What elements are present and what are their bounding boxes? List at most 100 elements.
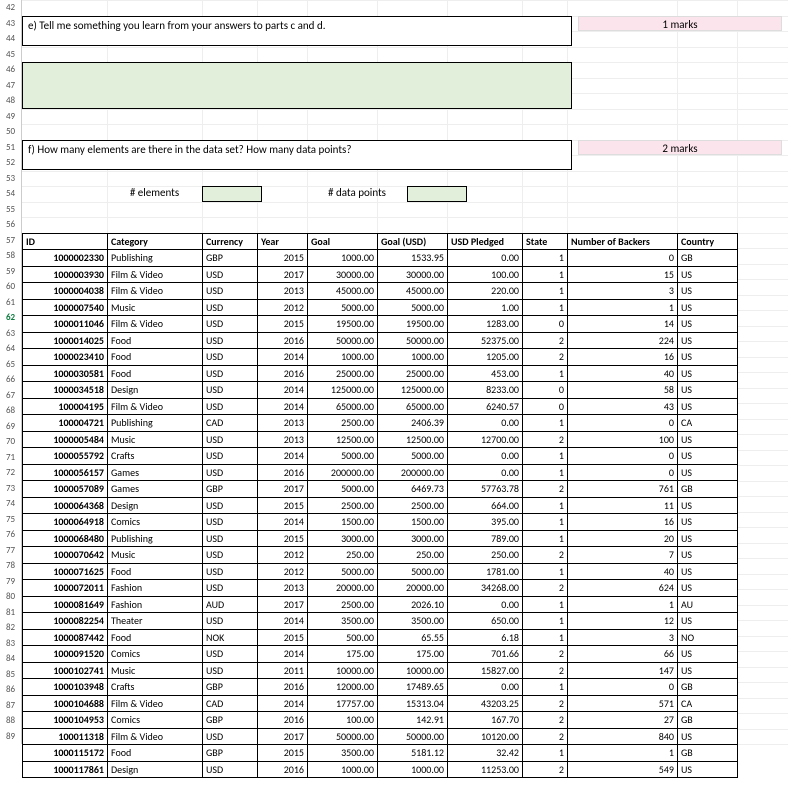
table-cell[interactable]: 1000007540 xyxy=(23,299,108,316)
table-cell[interactable]: 2017 xyxy=(258,596,308,613)
table-cell[interactable]: Fashion xyxy=(108,580,203,597)
table-cell[interactable]: 2014 xyxy=(258,514,308,531)
table-cell[interactable]: US xyxy=(678,580,738,597)
table-cell[interactable]: 17757.00 xyxy=(308,695,378,712)
table-cell[interactable]: 1 xyxy=(523,299,568,316)
table-cell[interactable]: 1000081649 xyxy=(23,596,108,613)
table-cell[interactable]: 0.00 xyxy=(448,464,523,481)
table-row[interactable]: 1000082254TheaterUSD20143500.003500.0065… xyxy=(23,613,738,630)
table-cell[interactable]: 500.00 xyxy=(308,629,378,646)
table-cell[interactable]: 650.00 xyxy=(448,613,523,630)
table-cell[interactable]: 1000071625 xyxy=(23,563,108,580)
table-cell[interactable]: 1 xyxy=(523,613,568,630)
table-cell[interactable]: USD xyxy=(203,332,258,349)
table-cell[interactable]: 1 xyxy=(568,299,678,316)
table-cell[interactable]: 3000.00 xyxy=(308,530,378,547)
table-cell[interactable]: 1 xyxy=(568,745,678,762)
table-cell[interactable]: Design xyxy=(108,761,203,778)
table-cell[interactable]: US xyxy=(678,448,738,465)
table-cell[interactable]: 19500.00 xyxy=(308,316,378,333)
table-cell[interactable]: 167.70 xyxy=(448,712,523,729)
table-cell[interactable]: USD xyxy=(203,299,258,316)
table-cell[interactable]: Publishing xyxy=(108,415,203,432)
table-cell[interactable]: US xyxy=(678,514,738,531)
table-cell[interactable]: Food xyxy=(108,349,203,366)
answer-e-box[interactable] xyxy=(22,62,572,109)
table-cell[interactable]: Games xyxy=(108,464,203,481)
table-cell[interactable]: 0.00 xyxy=(448,250,523,267)
table-cell[interactable]: 65000.00 xyxy=(378,398,448,415)
table-cell[interactable]: 2500.00 xyxy=(378,497,448,514)
table-row[interactable]: 1000071625FoodUSD20125000.005000.001781.… xyxy=(23,563,738,580)
table-cell[interactable]: USD xyxy=(203,563,258,580)
table-row[interactable]: 1000115172FoodGBP20153500.005181.1232.42… xyxy=(23,745,738,762)
table-cell[interactable]: GBP xyxy=(203,745,258,762)
table-row[interactable]: 1000064368DesignUSD20152500.002500.00664… xyxy=(23,497,738,514)
table-cell[interactable]: 10000.00 xyxy=(378,662,448,679)
table-cell[interactable]: 1000087442 xyxy=(23,629,108,646)
table-cell[interactable]: 45000.00 xyxy=(308,283,378,300)
table-cell[interactable]: 2017 xyxy=(258,728,308,745)
table-header-cell[interactable]: Number of Backers xyxy=(568,233,678,250)
table-cell[interactable]: 1000070642 xyxy=(23,547,108,564)
table-cell[interactable]: 5000.00 xyxy=(308,481,378,498)
table-cell[interactable]: 15 xyxy=(568,266,678,283)
table-cell[interactable]: Design xyxy=(108,497,203,514)
row-header[interactable]: 61 xyxy=(0,295,22,311)
table-cell[interactable]: 2011 xyxy=(258,662,308,679)
table-cell[interactable]: US xyxy=(678,266,738,283)
row-header[interactable]: 82 xyxy=(0,620,22,636)
table-header-cell[interactable]: Goal xyxy=(308,233,378,250)
table-cell[interactable]: 142.91 xyxy=(378,712,448,729)
row-header[interactable]: 53 xyxy=(0,171,22,187)
table-cell[interactable]: USD xyxy=(203,283,258,300)
table-cell[interactable]: Music xyxy=(108,431,203,448)
table-cell[interactable]: 7 xyxy=(568,547,678,564)
table-row[interactable]: 1000005484MusicUSD201312500.0012500.0012… xyxy=(23,431,738,448)
elements-input[interactable] xyxy=(202,186,262,202)
table-cell[interactable]: 2 xyxy=(523,712,568,729)
table-cell[interactable]: 1 xyxy=(523,679,568,696)
table-cell[interactable]: USD xyxy=(203,398,258,415)
table-cell[interactable]: 2014 xyxy=(258,695,308,712)
table-cell[interactable]: GB xyxy=(678,481,738,498)
table-cell[interactable]: US xyxy=(678,349,738,366)
table-cell[interactable]: USD xyxy=(203,431,258,448)
table-cell[interactable]: 1000004038 xyxy=(23,283,108,300)
table-cell[interactable]: 2015 xyxy=(258,250,308,267)
table-cell[interactable]: 2 xyxy=(523,662,568,679)
row-header[interactable]: 71 xyxy=(0,450,22,466)
table-cell[interactable]: 11 xyxy=(568,497,678,514)
row-header[interactable]: 62 xyxy=(0,310,22,326)
table-cell[interactable]: 1000030581 xyxy=(23,365,108,382)
table-cell[interactable]: GBP xyxy=(203,250,258,267)
table-cell[interactable]: 2013 xyxy=(258,431,308,448)
table-cell[interactable]: 2015 xyxy=(258,497,308,514)
table-cell[interactable]: 1533.95 xyxy=(378,250,448,267)
table-cell[interactable]: 1500.00 xyxy=(308,514,378,531)
table-cell[interactable]: 2014 xyxy=(258,349,308,366)
table-cell[interactable]: 250.00 xyxy=(448,547,523,564)
table-cell[interactable]: Food xyxy=(108,745,203,762)
table-cell[interactable]: 2016 xyxy=(258,464,308,481)
row-header[interactable]: 74 xyxy=(0,496,22,512)
table-cell[interactable]: 2013 xyxy=(258,580,308,597)
table-cell[interactable]: 1000064368 xyxy=(23,497,108,514)
table-cell[interactable]: 58 xyxy=(568,382,678,399)
table-cell[interactable]: 100.00 xyxy=(308,712,378,729)
table-cell[interactable]: 5000.00 xyxy=(378,299,448,316)
table-cell[interactable]: 32.42 xyxy=(448,745,523,762)
table-cell[interactable]: 2012 xyxy=(258,547,308,564)
row-header[interactable]: 88 xyxy=(0,713,22,729)
table-cell[interactable]: 395.00 xyxy=(448,514,523,531)
table-cell[interactable]: 10000.00 xyxy=(308,662,378,679)
row-header[interactable]: 47 xyxy=(0,78,22,94)
table-cell[interactable]: Comics xyxy=(108,514,203,531)
table-cell[interactable]: US xyxy=(678,365,738,382)
table-cell[interactable]: Food xyxy=(108,332,203,349)
table-cell[interactable]: 6.18 xyxy=(448,629,523,646)
table-cell[interactable]: 1000.00 xyxy=(308,761,378,778)
table-cell[interactable]: 0.00 xyxy=(448,415,523,432)
table-cell[interactable]: 43 xyxy=(568,398,678,415)
table-cell[interactable]: Film & Video xyxy=(108,398,203,415)
